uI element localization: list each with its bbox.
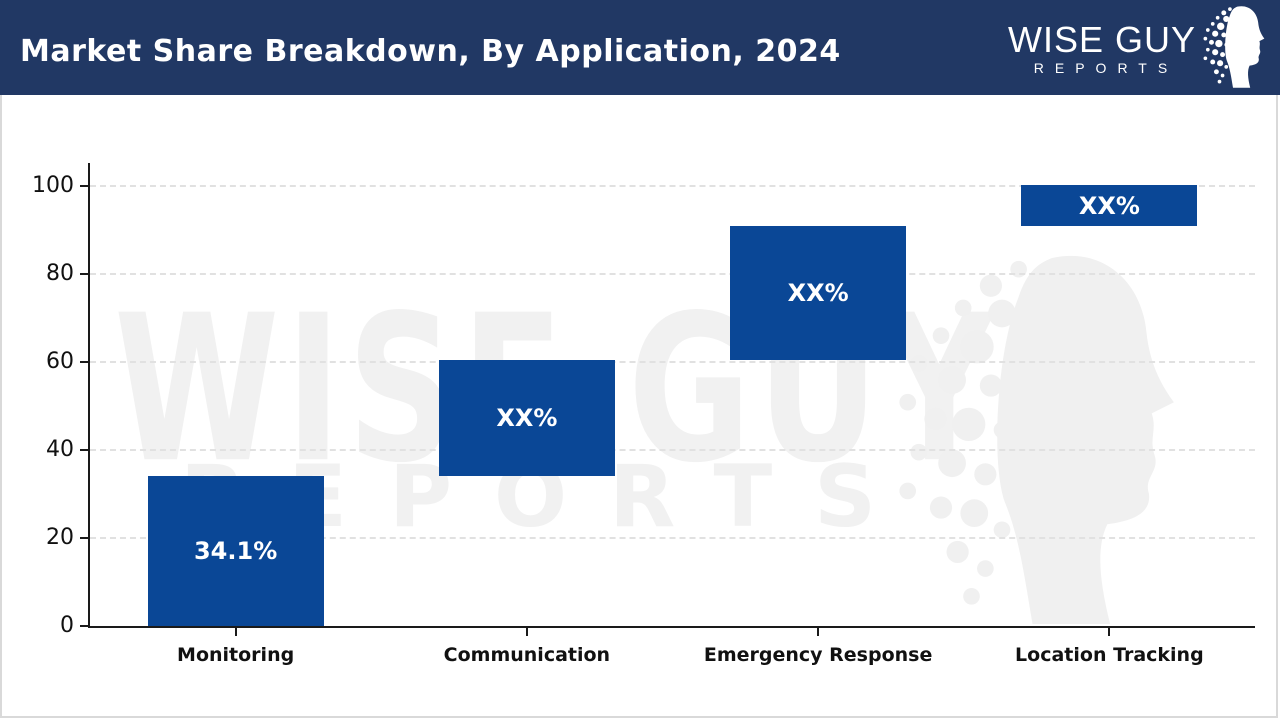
y-tick-40	[80, 449, 88, 451]
header: Market Share Breakdown, By Application, …	[0, 0, 1280, 95]
x-axis-label-communication: Communication	[443, 644, 611, 666]
chart-area: WISE GUY REPORTS 0 20 40 60 80 100 34.1% Monito…	[0, 95, 1278, 718]
y-tick-label-60: 60	[46, 349, 74, 374]
y-tick-0	[80, 625, 88, 627]
y-tick-label-80: 80	[46, 261, 74, 286]
x-tick-monitoring	[234, 628, 237, 636]
y-axis-line	[88, 163, 90, 628]
bar-value-label-emergency-response: XX%	[787, 278, 849, 307]
bar-value-label-location-tracking: XX%	[1078, 191, 1140, 220]
bar-location-tracking: XX%	[1021, 185, 1198, 227]
x-axis-label-monitoring: Monitoring	[177, 644, 295, 666]
bar-emergency-response: XX%	[730, 226, 907, 360]
gridline-40	[90, 449, 1255, 451]
x-tick-location-tracking	[1108, 628, 1111, 636]
gridline-20	[90, 537, 1255, 539]
y-tick-80	[80, 273, 88, 275]
y-tick-60	[80, 361, 88, 363]
x-axis-label-location-tracking: Location Tracking	[1015, 644, 1204, 666]
x-axis-line	[88, 626, 1255, 628]
watermark-head-icon	[880, 223, 1185, 652]
x-tick-emergency-response	[817, 628, 820, 636]
logo-text: WISE GUY REPORTS	[1007, 18, 1196, 76]
y-tick-label-100: 100	[32, 173, 74, 198]
x-axis-label-emergency-response: Emergency Response	[703, 644, 933, 666]
y-tick-20	[80, 537, 88, 539]
bar-monitoring: 34.1%	[147, 475, 324, 626]
head-profile-icon	[1198, 3, 1268, 93]
wiseguy-logo: WISE GUY REPORTS	[1008, 4, 1268, 92]
bar-communication: XX%	[438, 359, 615, 476]
y-tick-label-0: 0	[60, 613, 74, 638]
y-tick-100	[80, 185, 88, 187]
y-tick-label-40: 40	[46, 437, 74, 462]
y-tick-label-20: 20	[46, 525, 74, 550]
gridline-80	[90, 273, 1255, 275]
gridline-100	[90, 185, 1255, 187]
bar-value-label-monitoring: 34.1%	[193, 536, 278, 565]
x-tick-communication	[525, 628, 528, 636]
page-title: Market Share Breakdown, By Application, …	[20, 34, 841, 69]
plot-region: 0 20 40 60 80 100 34.1% Monitoring XX% Communicat…	[2, 95, 1276, 716]
gridline-60	[90, 361, 1255, 363]
logo-reports-label: REPORTS	[1033, 59, 1179, 76]
logo-wiseguy-label: WISE GUY	[1007, 18, 1196, 60]
bar-value-label-communication: XX%	[496, 403, 558, 432]
